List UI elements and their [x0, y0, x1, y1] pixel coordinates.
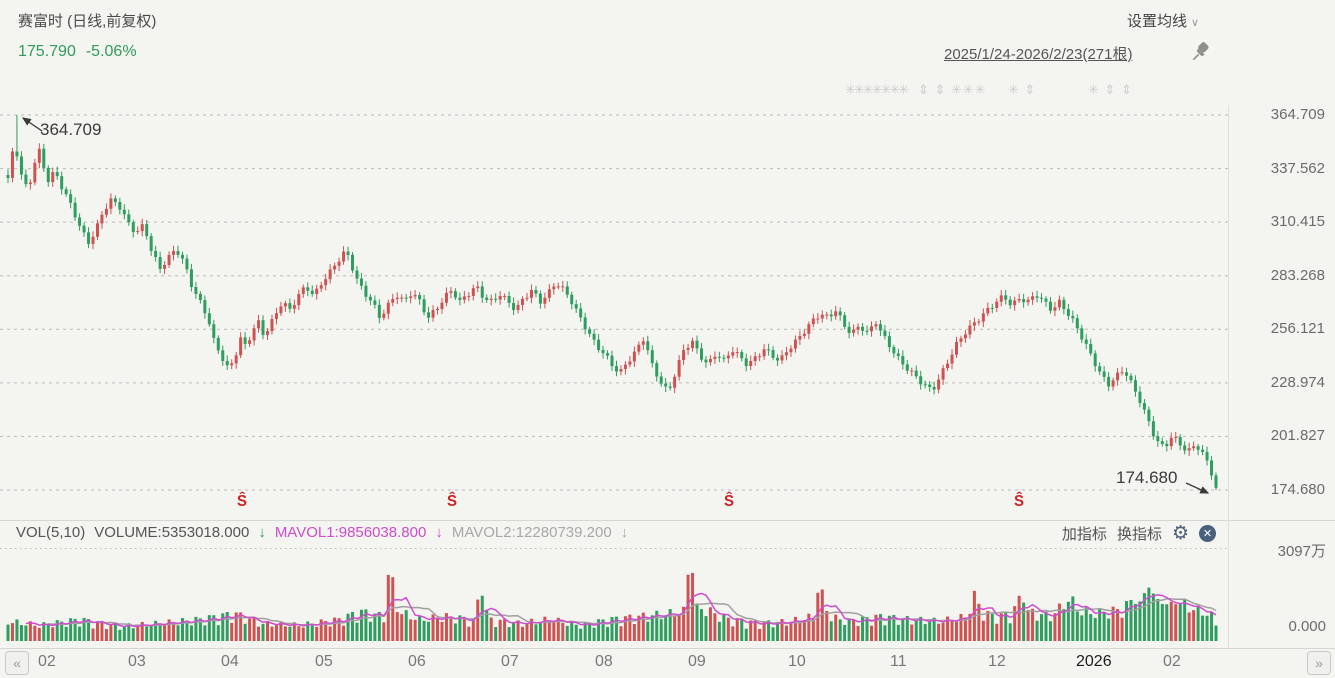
- scroll-left-button[interactable]: «: [5, 651, 29, 675]
- volume-down-arrow-icon: ↓: [258, 524, 266, 541]
- x-axis-month-label: 04: [221, 653, 239, 670]
- toolbar-watermark-glyphs: ✳✳✳✳✳✳✳: [845, 82, 909, 97]
- x-axis-month-label: 02: [1163, 653, 1181, 670]
- price-axis-label: 310.415: [1270, 213, 1325, 231]
- volume-axis-min-label: 0.000: [1288, 618, 1326, 635]
- x-axis-month-label: 12: [988, 653, 1006, 670]
- indicator-actions: 加指标 换指标 ⚙ ✕: [1062, 523, 1216, 544]
- last-price: 175.790: [18, 43, 76, 60]
- dividend-marker-icon[interactable]: Ŝ: [447, 492, 458, 511]
- pin-icon[interactable]: [1191, 42, 1211, 62]
- dividend-marker-icon[interactable]: Ŝ: [237, 492, 248, 511]
- instrument-title: 赛富时 (日线,前复权): [18, 13, 157, 30]
- candlestick-series: [6, 115, 1218, 490]
- x-axis-month-label: 07: [501, 653, 519, 670]
- x-axis-month-label: 08: [595, 653, 613, 670]
- dividend-marker-icon[interactable]: Ŝ: [724, 492, 735, 511]
- mavol1-value-label: MAVOL1:9856038.800: [274, 524, 427, 541]
- close-indicator-icon[interactable]: ✕: [1199, 525, 1216, 542]
- ma-settings-label: 设置均线: [1127, 13, 1188, 30]
- toolbar-watermark-glyphs: ✳ ⇕ ⇕: [1088, 82, 1133, 97]
- ma-settings-button[interactable]: 设置均线 ∨: [1127, 10, 1199, 31]
- price-axis-label: 174.680: [1270, 481, 1325, 498]
- scroll-right-button[interactable]: »: [1307, 651, 1331, 675]
- price-axis-label: 201.827: [1270, 427, 1325, 445]
- dividend-marker-icon[interactable]: Ŝ: [1014, 492, 1025, 511]
- mavol2-down-arrow-icon: ↓: [620, 524, 629, 541]
- x-axis-month-label: 2026: [1076, 653, 1112, 670]
- x-axis-month-label: 09: [688, 653, 706, 670]
- price-axis-label: 337.562: [1270, 159, 1325, 177]
- change-percent: -5.06%: [85, 43, 137, 60]
- switch-indicator-button[interactable]: 换指标: [1116, 526, 1162, 543]
- x-axis-month-label: 02: [38, 653, 56, 670]
- price-axis-label: 256.121: [1270, 320, 1325, 338]
- x-axis-month-label: 10: [788, 653, 806, 670]
- price-axis-label: 283.268: [1270, 266, 1325, 284]
- volume-indicator-header: VOL(5,10) VOLUME:5353018.000 ↓ MAVOL1:98…: [16, 524, 628, 541]
- mavol2-value-label: MAVOL2:12280739.200: [451, 524, 612, 541]
- price-line: 175.790 -5.06%: [18, 43, 137, 61]
- price-axis-label: 228.974: [1270, 373, 1325, 391]
- high-annotation-arrow: [21, 117, 43, 132]
- x-axis-month-label: 11: [890, 653, 907, 670]
- mavol1-line: [25, 592, 1217, 628]
- toolbar-watermark-glyphs: ⇕ ⇕ ✳✳✳: [918, 82, 987, 97]
- add-indicator-button[interactable]: 加指标: [1061, 526, 1107, 543]
- x-axis-month-label: 03: [128, 653, 146, 670]
- x-axis-month-label: 05: [315, 653, 333, 670]
- chevron-down-icon: ∨: [1191, 17, 1200, 29]
- volume-bars: [6, 572, 1218, 641]
- mavol2-line: [48, 598, 1217, 627]
- date-range-link[interactable]: 2025/1/24-2026/2/23(271根): [944, 46, 1133, 63]
- high-annotation: 364.709: [40, 120, 102, 139]
- volume-value-label: VOLUME:5353018.000: [94, 524, 250, 541]
- low-annotation: 174.680: [1116, 468, 1178, 487]
- indicator-settings-gear-icon[interactable]: ⚙: [1171, 522, 1189, 544]
- mavol1-down-arrow-icon: ↓: [435, 524, 443, 541]
- low-annotation-arrow: [1185, 482, 1210, 494]
- price-axis-label: 364.709: [1270, 106, 1325, 123]
- toolbar-watermark-glyphs: ✳ ⇕: [1008, 82, 1037, 97]
- vol-params-label: VOL(5,10): [16, 524, 86, 541]
- volume-axis-max-label: 3097万: [1277, 543, 1326, 560]
- x-axis-month-label: 06: [408, 653, 426, 670]
